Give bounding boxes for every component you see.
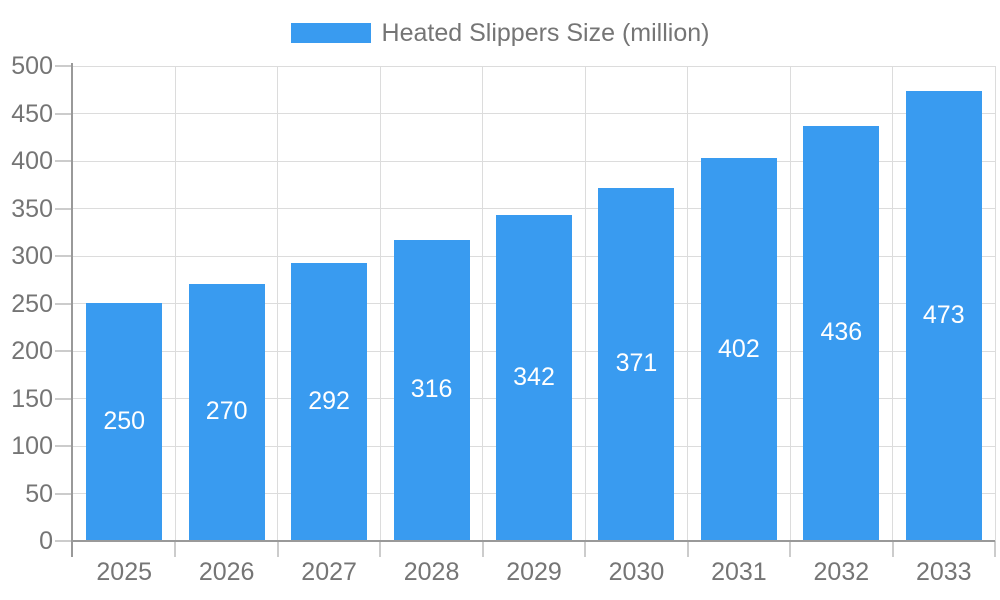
- y-axis-label: 150: [11, 384, 53, 413]
- x-axis-tick: [789, 541, 792, 557]
- y-axis-tick: [55, 255, 72, 257]
- gridline-vertical: [482, 66, 484, 541]
- y-axis-tick: [55, 397, 72, 400]
- x-axis-label: 2030: [608, 558, 665, 586]
- gridline-vertical: [789, 66, 791, 541]
- x-axis-tick: [174, 541, 177, 557]
- bar: 250: [86, 302, 163, 540]
- x-axis-tick: [994, 541, 996, 557]
- bar-value-label: 292: [308, 386, 350, 415]
- bar-value-label: 342: [513, 363, 555, 392]
- gridline-horizontal: [73, 113, 995, 114]
- y-axis-label: 500: [11, 52, 53, 80]
- y-axis-label: 300: [11, 242, 53, 270]
- y-axis-tick: [55, 207, 72, 210]
- x-axis-tick: [891, 541, 894, 557]
- bar-value-label: 371: [615, 349, 658, 378]
- bar: 342: [496, 215, 572, 540]
- x-axis-label: 2025: [96, 558, 153, 586]
- y-axis-tick: [55, 65, 72, 67]
- gridline-vertical: [174, 66, 176, 541]
- y-axis-tick: [55, 540, 72, 542]
- y-axis-label: 200: [11, 337, 53, 365]
- x-axis-tick: [276, 541, 279, 557]
- x-axis-tick: [379, 541, 382, 557]
- bar: 292: [291, 262, 368, 540]
- bar-value-label: 436: [820, 318, 863, 347]
- gridline-vertical: [994, 66, 996, 541]
- x-axis-tick: [481, 541, 484, 557]
- x-axis-tick: [686, 541, 689, 557]
- y-axis-label: 350: [11, 194, 53, 223]
- x-axis-label: 2031: [711, 558, 767, 586]
- bar-value-label: 250: [103, 406, 146, 435]
- bar: 270: [188, 283, 265, 540]
- y-axis-label: 0: [39, 527, 53, 555]
- x-axis-label: 2032: [813, 558, 870, 586]
- y-axis-line: [71, 63, 73, 557]
- legend[interactable]: Heated Slippers Size (million): [0, 20, 1000, 46]
- gridline-vertical: [892, 66, 894, 541]
- x-axis-label: 2033: [915, 558, 972, 586]
- x-axis-label: 2027: [301, 558, 357, 586]
- bar-value-label: 473: [922, 300, 965, 329]
- gridline-vertical: [277, 66, 279, 541]
- y-axis-tick: [55, 160, 72, 162]
- gridline-vertical: [379, 66, 381, 541]
- y-axis-tick: [55, 350, 72, 352]
- y-axis-tick: [55, 492, 72, 495]
- x-axis-label: 2026: [198, 558, 255, 586]
- y-axis-label: 100: [11, 432, 53, 460]
- y-axis-label: 50: [25, 479, 53, 508]
- gridline-horizontal: [73, 208, 995, 209]
- y-axis-tick: [55, 445, 72, 447]
- gridline-vertical: [584, 66, 586, 541]
- bar: 371: [598, 187, 675, 540]
- legend-label: Heated Slippers Size (million): [381, 19, 710, 47]
- y-axis-tick: [55, 112, 72, 115]
- gridline-horizontal: [73, 160, 995, 162]
- gridline-vertical: [687, 66, 689, 541]
- x-axis-tick: [584, 541, 587, 557]
- bar: 316: [393, 239, 470, 540]
- y-axis-label: 450: [11, 99, 53, 128]
- bar: 402: [700, 158, 777, 540]
- bar: 436: [803, 125, 880, 540]
- x-axis-label: 2029: [506, 558, 562, 586]
- x-axis-line: [71, 540, 995, 542]
- gridline-horizontal: [73, 65, 995, 67]
- legend-swatch: [290, 23, 371, 43]
- y-axis-label: 400: [11, 147, 53, 175]
- bar-value-label: 316: [410, 375, 453, 404]
- bar: 473: [905, 90, 982, 540]
- x-axis-label: 2028: [403, 558, 460, 586]
- bar-value-label: 402: [718, 334, 760, 363]
- y-axis-tick: [55, 302, 72, 305]
- y-axis-label: 250: [11, 289, 53, 318]
- bar-value-label: 270: [205, 397, 248, 426]
